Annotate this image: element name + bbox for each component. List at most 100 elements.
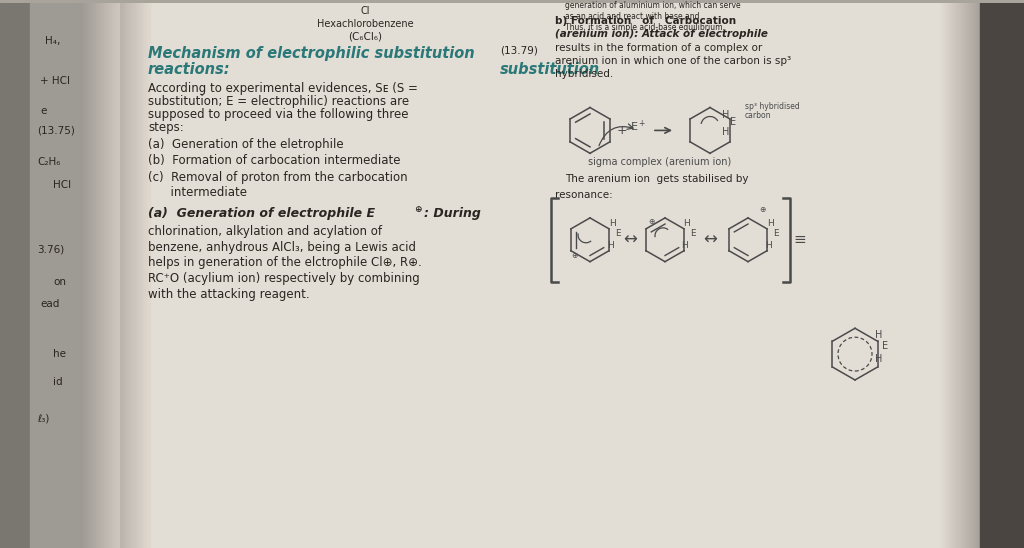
Bar	[86, 3, 88, 548]
Bar	[112, 3, 114, 548]
Bar	[1006, 3, 1008, 548]
Text: Mechanism of electrophilic substitution: Mechanism of electrophilic substitution	[148, 47, 475, 61]
Bar	[136, 3, 138, 548]
Bar	[978, 3, 980, 548]
Bar	[952, 3, 954, 548]
Text: The arenium ion  gets stabilised by: The arenium ion gets stabilised by	[565, 174, 749, 184]
Text: (arenium ion): Attack of electrophile: (arenium ion): Attack of electrophile	[555, 29, 768, 39]
Bar	[974, 3, 976, 548]
Bar	[124, 3, 126, 548]
Text: ⊕: ⊕	[648, 217, 654, 226]
Bar	[120, 3, 122, 548]
Bar	[130, 3, 132, 548]
Bar	[30, 3, 80, 548]
Bar	[132, 3, 134, 548]
Bar	[966, 3, 968, 548]
Text: carbon: carbon	[745, 111, 771, 121]
Text: intermediate: intermediate	[148, 186, 247, 198]
Bar	[964, 3, 966, 548]
Bar	[970, 3, 972, 548]
Bar	[984, 3, 986, 548]
Text: benzene, anhydrous AlCl₃, being a Lewis acid: benzene, anhydrous AlCl₃, being a Lewis …	[148, 241, 416, 254]
Bar	[996, 3, 998, 548]
Bar	[108, 3, 110, 548]
Text: + HCl: + HCl	[40, 76, 70, 85]
Text: ⊕: ⊕	[414, 206, 422, 214]
Bar	[98, 3, 100, 548]
Bar	[140, 3, 142, 548]
Text: HCl: HCl	[53, 180, 71, 190]
Text: E: E	[631, 122, 638, 133]
Text: (a)  Generation of the eletrophile: (a) Generation of the eletrophile	[148, 138, 344, 151]
Bar	[980, 3, 1024, 548]
Bar	[106, 3, 108, 548]
Text: as an acid and react with base and: as an acid and react with base and	[565, 12, 699, 21]
Text: arenium ion in which one of the carbon is sp³: arenium ion in which one of the carbon i…	[555, 56, 792, 66]
Text: (b)  Formation of carbocation intermediate: (b) Formation of carbocation intermediat…	[148, 154, 400, 167]
Text: resonance:: resonance:	[555, 190, 612, 200]
Text: E: E	[773, 229, 779, 238]
Bar	[134, 3, 136, 548]
Bar	[942, 3, 944, 548]
Text: e: e	[40, 106, 46, 116]
Text: H: H	[682, 241, 688, 250]
Bar	[950, 3, 952, 548]
Bar	[986, 3, 988, 548]
Bar	[90, 3, 92, 548]
Bar	[82, 3, 84, 548]
Bar	[956, 3, 958, 548]
Bar	[1014, 3, 1016, 548]
Bar	[94, 3, 96, 548]
Text: H: H	[684, 219, 690, 228]
Text: substitution; E = electrophilic) reactions are: substitution; E = electrophilic) reactio…	[148, 95, 410, 108]
Text: supposed to proceed via the following three: supposed to proceed via the following th…	[148, 108, 409, 121]
Text: sigma complex (arenium ion): sigma complex (arenium ion)	[589, 157, 731, 167]
Bar	[144, 3, 146, 548]
Text: ⊕: ⊕	[570, 250, 578, 260]
Text: E: E	[730, 117, 736, 128]
Text: H: H	[608, 219, 615, 228]
Text: generation of aluminium ion, which can serve: generation of aluminium ion, which can s…	[565, 1, 740, 10]
Bar	[946, 3, 948, 548]
Bar	[982, 3, 984, 548]
Text: 3.76): 3.76)	[37, 245, 65, 255]
Bar	[972, 3, 974, 548]
Text: H: H	[606, 241, 613, 250]
Bar	[988, 3, 990, 548]
Text: Thus, it is a simple acid-base equilibrium.: Thus, it is a simple acid-base equilibri…	[565, 23, 725, 32]
Bar	[968, 3, 970, 548]
Text: E: E	[615, 229, 621, 238]
Text: ↔: ↔	[623, 231, 637, 249]
Text: ↔: ↔	[703, 231, 717, 249]
Text: +: +	[616, 124, 628, 137]
Bar	[116, 3, 118, 548]
Text: ℓ₃): ℓ₃)	[37, 414, 49, 424]
Text: (13.75): (13.75)	[37, 125, 75, 135]
Text: H₄,: H₄,	[45, 36, 60, 46]
Text: Cl: Cl	[360, 6, 370, 16]
Bar	[992, 3, 994, 548]
Bar	[0, 3, 30, 548]
Text: E: E	[690, 229, 696, 238]
Text: on: on	[53, 277, 66, 287]
Text: results in the formation of a complex or: results in the formation of a complex or	[555, 43, 762, 53]
Text: E: E	[882, 341, 888, 351]
Bar	[128, 3, 130, 548]
Bar	[940, 3, 942, 548]
Bar	[1008, 3, 1010, 548]
Text: steps:: steps:	[148, 121, 183, 134]
Text: H: H	[722, 127, 730, 138]
Text: helps in generation of the elctrophile Cl⊕, R⊕.: helps in generation of the elctrophile C…	[148, 256, 422, 269]
Text: (13.79): (13.79)	[500, 46, 538, 56]
Bar	[92, 3, 94, 548]
Text: Hexachlorobenzene: Hexachlorobenzene	[316, 19, 414, 29]
Text: H: H	[722, 110, 730, 119]
Text: b) Formation   of   Carbocation: b) Formation of Carbocation	[555, 16, 736, 26]
Bar	[962, 3, 964, 548]
Bar	[954, 3, 956, 548]
Text: (a)  Generation of electrophile E: (a) Generation of electrophile E	[148, 208, 375, 220]
Bar	[998, 3, 1000, 548]
Text: hybridised.: hybridised.	[555, 68, 613, 79]
Bar	[994, 3, 996, 548]
Bar	[138, 3, 140, 548]
